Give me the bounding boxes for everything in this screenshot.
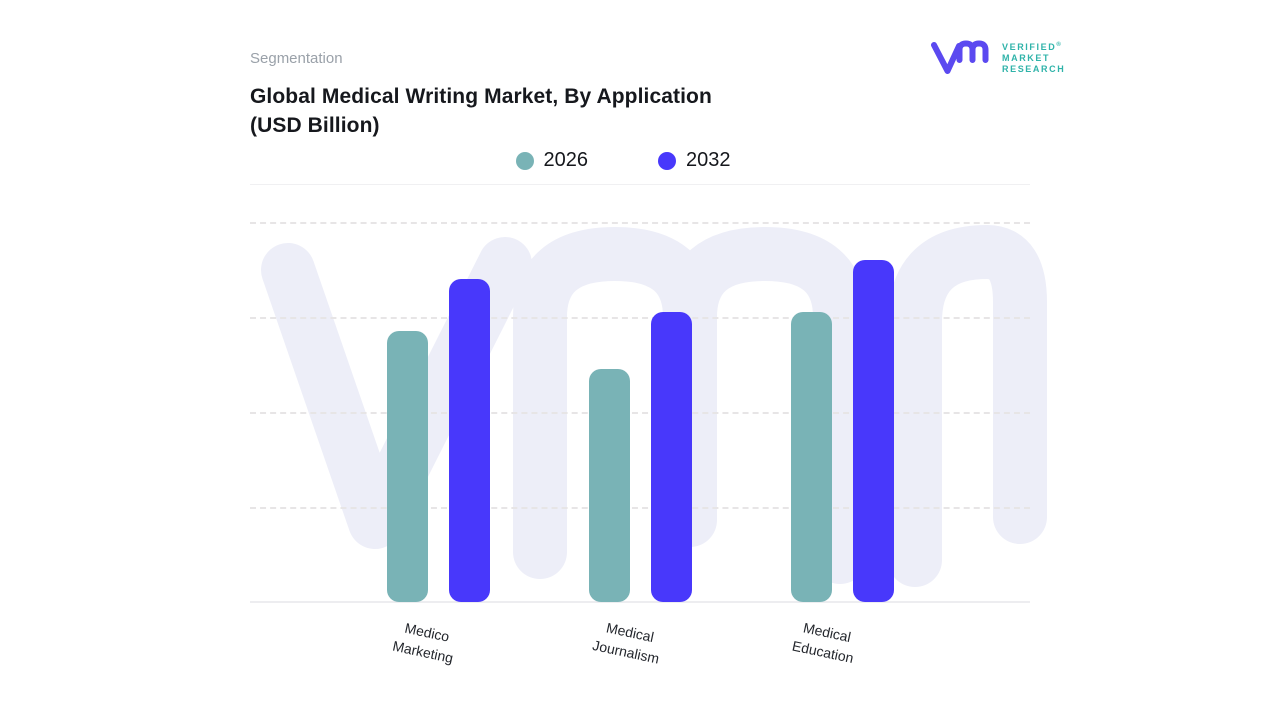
chart-title-line2: (USD Billion) [250,114,380,137]
legend-label: 2032 [686,149,731,171]
bar-2032-medical-education[interactable] [853,260,894,602]
legend-item-2026[interactable]: 2026 [515,149,589,172]
brand-line-market: MARKET [1002,52,1051,63]
x-axis-label-medical-education: Medical Education [790,619,856,667]
x-axis-label-medico-marketing: Medico Marketing [391,619,455,666]
bar-2032-medico-marketing[interactable] [449,279,490,602]
eyebrow-label: Segmentation [250,50,343,67]
x-axis-label-medical-journalism: Medical Journalism [591,619,661,667]
bar-2026-medical-journalism[interactable] [589,369,630,602]
brand-logo-text: VERIFIED® MARKET RESEARCH [1002,40,1065,75]
brand-line-research: RESEARCH [1002,63,1066,74]
chart-title-line1: Global Medical Writing Market, By Applic… [250,85,712,108]
vmr-monogram-icon [931,40,989,74]
registered-mark: ® [1056,41,1061,48]
gridline [250,412,1030,414]
legend-item-2032[interactable]: 2032 [658,149,731,172]
bar-2026-medical-education[interactable] [791,312,832,602]
gridline [250,222,1030,224]
legend-swatch-icon [658,151,676,170]
header-divider [250,184,1030,185]
gridline [250,507,1030,509]
plot-area[interactable] [250,222,1047,603]
legend-label: 2026 [543,149,589,171]
chart-title: Global Medical Writing Market, By Applic… [250,82,712,140]
gridline [250,317,1030,319]
bar-2026-medico-marketing[interactable] [387,331,428,602]
bar-2032-medical-journalism[interactable] [651,312,692,602]
x-axis-baseline [250,601,1030,603]
legend: 2026 2032 [233,149,1013,172]
brand-line-verified: VERIFIED® [1002,41,1061,52]
legend-swatch-icon [515,151,534,170]
brand-logo: VERIFIED® MARKET RESEARCH [930,36,1065,78]
